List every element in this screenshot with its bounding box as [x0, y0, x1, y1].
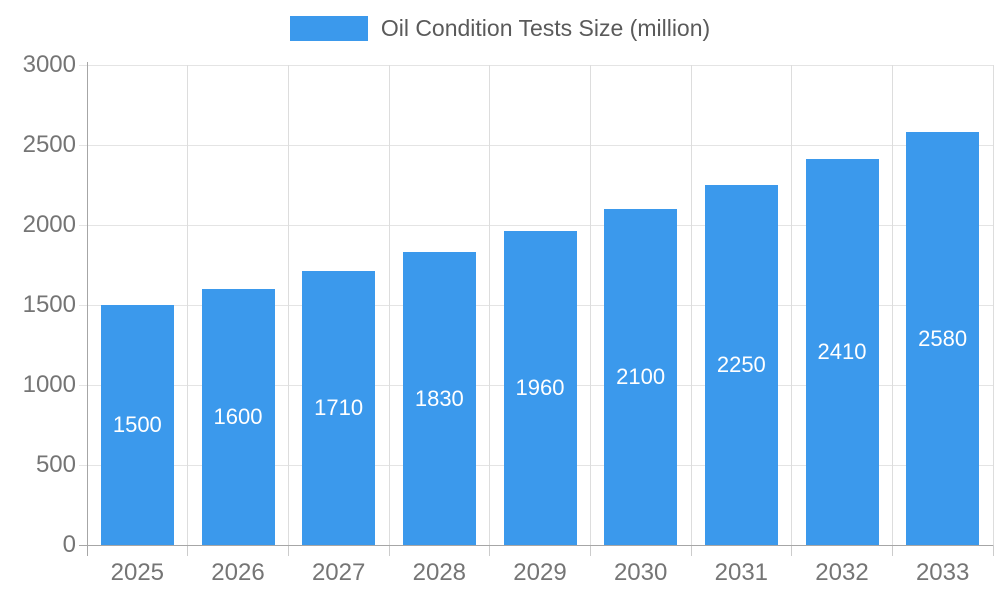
x-axis-tick-label: 2025 — [110, 559, 165, 586]
horizontal-gridline — [79, 64, 993, 66]
bar-2026[interactable]: 1600 — [201, 289, 275, 545]
x-axis-tick-label: 2027 — [311, 559, 366, 586]
x-axis-tick-label: 2030 — [613, 559, 668, 586]
y-axis-tick-label: 1000 — [22, 371, 76, 398]
bar-2030[interactable]: 2100 — [604, 209, 678, 545]
bar-2032[interactable]: 2410 — [805, 159, 879, 545]
vertical-gridline — [187, 65, 189, 545]
bar-value-label: 1500 — [112, 412, 162, 437]
x-axis-tick — [791, 545, 793, 556]
x-axis-tick — [388, 545, 390, 556]
x-axis-tick — [690, 545, 692, 556]
legend-swatch — [289, 16, 368, 41]
bar-2033[interactable]: 2580 — [906, 132, 980, 545]
vertical-gridline — [891, 65, 893, 545]
bar-2029[interactable]: 1960 — [503, 231, 577, 545]
bar-2031[interactable]: 2250 — [704, 185, 778, 545]
x-axis-tick-label: 2033 — [915, 559, 970, 586]
bar-2028[interactable]: 1830 — [402, 252, 476, 545]
x-axis-tick-label: 2032 — [815, 559, 869, 586]
x-axis-tick — [187, 545, 189, 556]
horizontal-gridline — [79, 224, 993, 226]
bar-value-label: 2410 — [817, 339, 867, 365]
vertical-gridline — [791, 65, 793, 545]
x-axis-tick — [891, 545, 893, 556]
vertical-gridline — [489, 65, 491, 545]
y-axis-tick-label: 2000 — [22, 211, 76, 238]
legend[interactable]: Oil Condition Tests Size (million) — [0, 15, 1000, 42]
y-axis-tick-label: 0 — [62, 531, 76, 558]
x-axis-tick-label: 2031 — [714, 559, 769, 586]
bar-value-label: 2580 — [918, 325, 968, 351]
x-axis-tick — [287, 545, 289, 556]
x-axis-tick — [992, 545, 994, 556]
y-axis-tick-label: 2500 — [22, 131, 76, 158]
horizontal-gridline — [79, 144, 993, 146]
bar-value-label: 1830 — [414, 385, 464, 411]
y-axis-tick-label: 1500 — [22, 291, 76, 318]
legend-label: Oil Condition Tests Size (million) — [380, 15, 711, 41]
x-axis-tick-label: 2029 — [513, 559, 567, 586]
bar-2025[interactable]: 1500 — [100, 305, 174, 545]
y-axis-tick-label: 500 — [35, 451, 76, 478]
x-axis-tick-label: 2026 — [211, 559, 265, 586]
vertical-gridline — [388, 65, 390, 545]
bar-value-label: 2100 — [616, 364, 666, 389]
x-axis-tick — [589, 545, 591, 556]
x-axis-tick — [489, 545, 491, 556]
vertical-gridline — [690, 65, 692, 545]
bar-value-label: 1710 — [314, 395, 364, 421]
y-axis-line — [87, 62, 88, 556]
y-axis-tick-label: 3000 — [22, 51, 76, 78]
bar-2027[interactable]: 1710 — [302, 271, 376, 545]
plot-area: 0 500 1000 1500 2000 2500 3000 1500 2025 1600 2026… — [23, 51, 994, 586]
bar-value-label: 2250 — [716, 352, 766, 377]
vertical-gridline — [287, 65, 289, 545]
bar-value-label: 1960 — [515, 375, 565, 401]
x-axis-line — [79, 545, 993, 546]
bar-value-label: 1600 — [213, 404, 263, 429]
vertical-gridline — [589, 65, 591, 545]
x-axis-tick-label: 2028 — [412, 559, 467, 586]
vertical-gridline — [992, 65, 994, 545]
